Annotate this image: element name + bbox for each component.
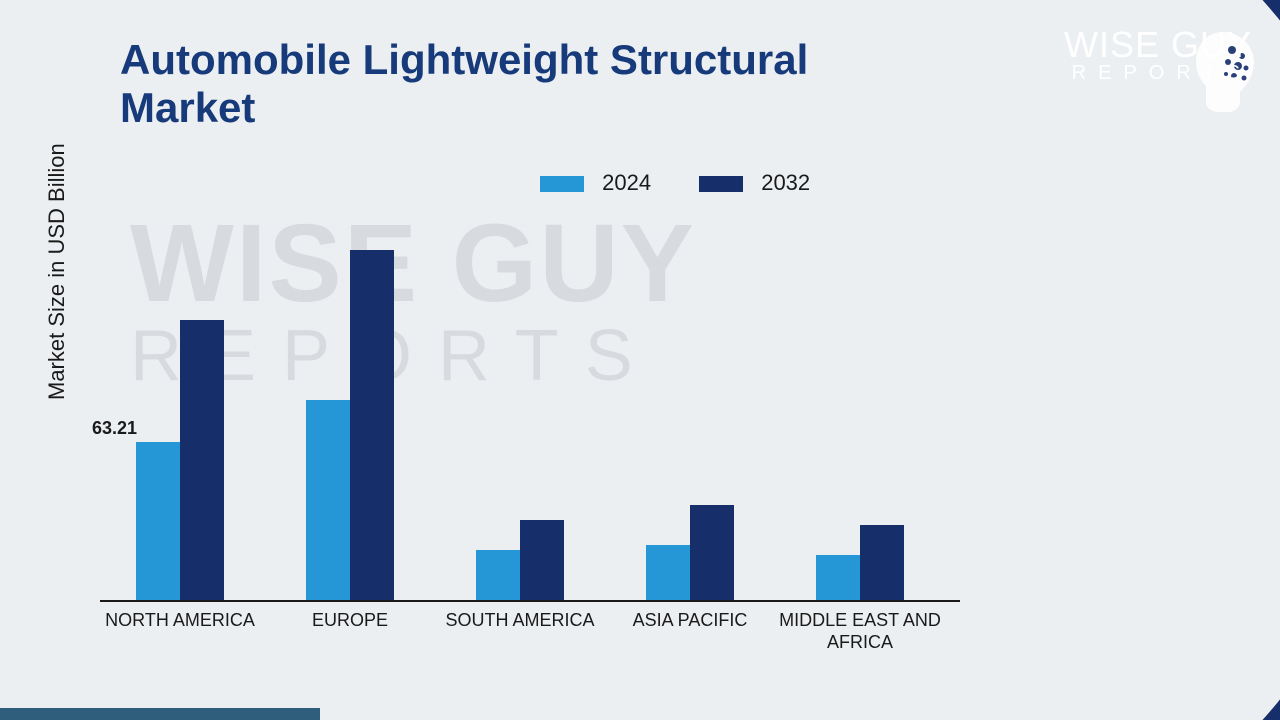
legend-item-2032: 2032: [699, 170, 810, 196]
bar-south-america-2024: [476, 550, 520, 600]
legend: 2024 2032: [540, 170, 810, 196]
category-label: NORTH AMERICA: [96, 610, 264, 632]
bar-north-america-2024: [136, 442, 180, 600]
bar-europe-2032: [350, 250, 394, 600]
bar-middle-east-and-africa-2024: [816, 555, 860, 600]
bar-chart: [100, 200, 960, 600]
bottom-accent-bar: [0, 708, 320, 720]
bar-south-america-2032: [520, 520, 564, 600]
bar-middle-east-and-africa-2032: [860, 525, 904, 600]
bar-asia-pacific-2024: [646, 545, 690, 600]
x-axis-line: [100, 600, 960, 602]
legend-label-2024: 2024: [602, 170, 651, 195]
brand-logo-top: WISE GUY: [1064, 24, 1252, 66]
legend-swatch-2032: [699, 176, 743, 192]
legend-label-2032: 2032: [761, 170, 810, 195]
chart-title: Automobile Lightweight Structural Market: [120, 36, 840, 133]
category-label: SOUTH AMERICA: [436, 610, 604, 632]
category-label: EUROPE: [266, 610, 434, 632]
bar-north-america-2032: [180, 320, 224, 600]
bar-asia-pacific-2032: [690, 505, 734, 600]
legend-item-2024: 2024: [540, 170, 651, 196]
category-label: MIDDLE EAST AND AFRICA: [776, 610, 944, 653]
category-label: ASIA PACIFIC: [606, 610, 774, 632]
bar-europe-2024: [306, 400, 350, 600]
brand-logo-bottom: REPORTS: [1064, 62, 1252, 85]
y-axis-label: Market Size in USD Billion: [44, 143, 70, 400]
y-tick-label: 63.21: [92, 418, 137, 439]
legend-swatch-2024: [540, 176, 584, 192]
brand-logo: WISE GUY REPORTS: [1064, 24, 1252, 85]
